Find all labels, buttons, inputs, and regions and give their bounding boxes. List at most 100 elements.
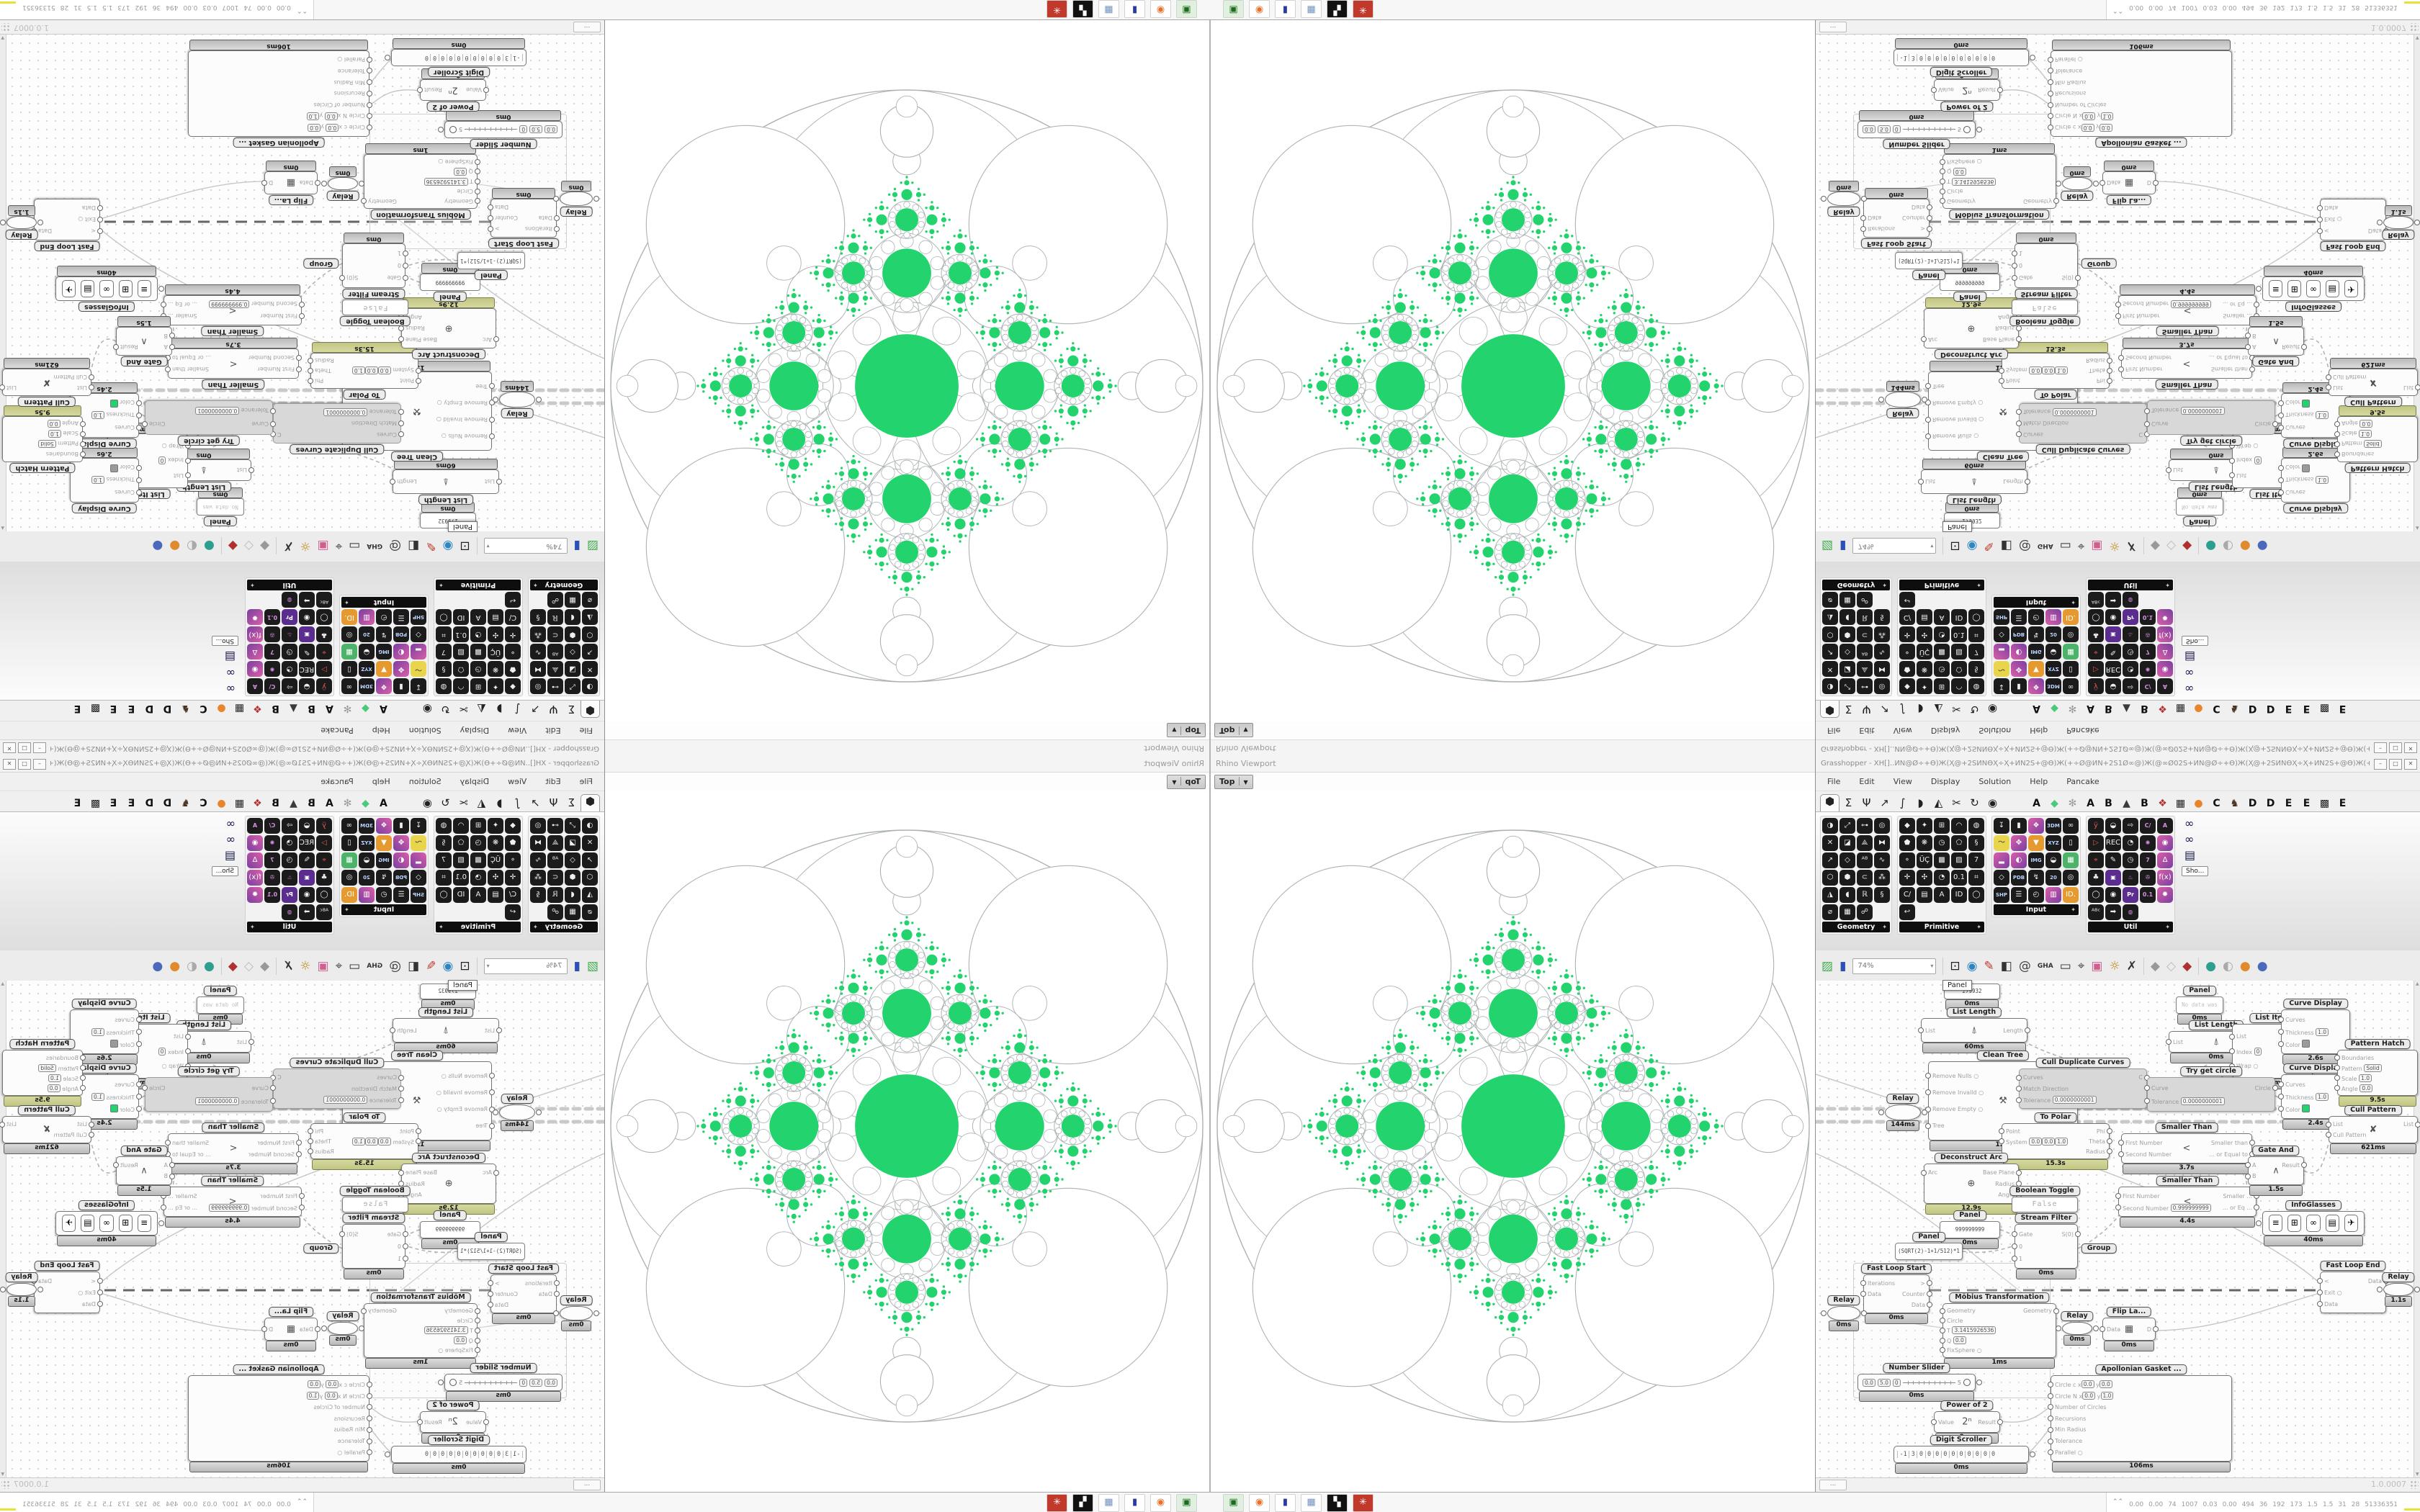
component-icon[interactable]: ◔ [1934, 870, 1950, 886]
show-button[interactable]: Sho... [2182, 866, 2209, 876]
component-icon[interactable]: 7 [436, 644, 452, 660]
component-icon[interactable]: A [470, 887, 486, 903]
component-icon[interactable]: ◎ [2063, 870, 2079, 886]
toolbar-icon[interactable]: ☼ [2109, 539, 2120, 553]
node-label[interactable]: To Polar [343, 390, 386, 400]
category-tab[interactable]: ↻ [1970, 796, 1979, 809]
component-icon[interactable]: ◖ [1839, 887, 1855, 903]
node-label[interactable]: Möbius Transformation [1949, 1292, 2050, 1302]
glasses-icon[interactable]: ∞ [225, 682, 236, 696]
component-icon[interactable]: ⌗ [436, 626, 452, 642]
component-icon[interactable]: ⌗ [1968, 870, 1984, 886]
component-icon[interactable]: ◯ [436, 609, 452, 625]
chevron-up-icon[interactable]: ⌃⌃ [296, 1498, 308, 1506]
toolbar-icon[interactable]: ▮ [573, 959, 581, 973]
component-icon[interactable]: ▷ [316, 661, 332, 677]
node-label[interactable]: Pattern Hatch [2344, 1039, 2411, 1049]
category-tab[interactable]: ↗ [1880, 796, 1889, 809]
component-icon[interactable]: ◍ [2123, 904, 2138, 920]
gh-node[interactable]: Flip La... ▦ Data D 0ms [261, 161, 321, 205]
toolbar-icon[interactable]: ● [152, 959, 163, 973]
node-label[interactable]: List Length [1946, 495, 2002, 505]
menu-item[interactable]: View [1893, 777, 1912, 786]
component-icon[interactable]: ◷ [470, 835, 486, 851]
node-label[interactable]: Try get circle [2180, 1066, 2242, 1076]
gh-node[interactable]: Stream Filter Gate S(0) 0 1 0ms [2012, 1213, 2081, 1279]
gh-node[interactable]: Stream Filter Gate S(0) 0 1 0ms [339, 1213, 408, 1279]
gh-node[interactable]: Panel 999999999 0ms [1940, 1210, 2000, 1249]
plugin-tab[interactable]: ▦ [2175, 703, 2186, 714]
node-label[interactable]: Curve Display [72, 999, 137, 1009]
plugin-tab[interactable]: ❖ [253, 703, 262, 714]
toolbar-icon[interactable]: ✗ [2126, 959, 2137, 973]
gh-node[interactable]: Fast Loop End < Data Exit ○ Data [31, 1261, 103, 1313]
component-icon[interactable]: ⬢ [565, 870, 581, 886]
gh-node[interactable]: Relay 0ms [2056, 166, 2099, 201]
toolbar-icon[interactable]: ◆ [228, 959, 238, 973]
node-label[interactable]: Relay [501, 1094, 534, 1104]
component-icon[interactable]: ✕ [1822, 835, 1838, 851]
gh-node[interactable]: Relay 0ms [553, 1295, 599, 1331]
menu-item[interactable]: Help [2030, 726, 2048, 735]
component-icon[interactable]: ✣ [488, 870, 503, 886]
component-icon[interactable]: PDB [2011, 626, 2027, 642]
gh-node[interactable]: Group [2081, 251, 2117, 269]
gh-node[interactable]: Smaller Than < First Number Smaller than Sec… [165, 1122, 302, 1174]
plugin-tab[interactable]: A [326, 703, 333, 714]
component-icon[interactable]: ↗ [1822, 644, 1838, 660]
component-icon[interactable]: ▣ [299, 870, 315, 886]
component-icon[interactable]: XYZ [359, 835, 375, 851]
viewport-tab-top[interactable]: Top▼ [1214, 723, 1253, 737]
component-icon[interactable]: 〜 [1994, 661, 2009, 677]
node-label[interactable]: Clean Tree [1976, 1050, 2030, 1061]
menu-item[interactable]: View [508, 777, 527, 786]
node-label[interactable]: Stream Filter [2015, 1213, 2078, 1223]
node-label[interactable]: Flip La... [2106, 1307, 2152, 1317]
component-icon[interactable]: ℝ [1857, 887, 1873, 903]
gh-node[interactable]: Cull Duplicate Curves Curves C Match Direct… [2016, 1058, 2150, 1109]
component-icon[interactable]: § [530, 609, 546, 625]
gh-node[interactable]: Curve Display Curves Thickness 1.0 Color 2.6… [2278, 447, 2350, 513]
component-icon[interactable]: ◑ [1822, 818, 1838, 834]
node-label[interactable]: Flip La... [268, 195, 314, 205]
firefox-icon[interactable]: ◉ [1249, 1494, 1270, 1512]
plugin-tab[interactable]: ◆ [2051, 703, 2058, 714]
component-icon[interactable]: ▯ [2063, 661, 2079, 677]
component-icon[interactable]: ✛ [505, 626, 521, 642]
node-label[interactable]: Möbius Transformation [370, 1292, 471, 1302]
toolbar-icon[interactable]: GHA [2037, 963, 2053, 970]
component-icon[interactable]: ◐ [2011, 852, 2027, 868]
component-icon[interactable]: ⌖ [316, 852, 332, 868]
component-icon[interactable]: ⤢ [1839, 818, 1855, 834]
category-tab[interactable]: Σ [1845, 796, 1852, 809]
component-icon[interactable]: § [530, 887, 546, 903]
component-icon[interactable]: ✕ [582, 835, 598, 851]
component-icon[interactable]: ♨ [282, 870, 297, 886]
component-icon[interactable]: ⌀ [582, 592, 598, 608]
plugin-tab[interactable]: D [2248, 703, 2257, 714]
component-icon[interactable]: ♣ [316, 870, 332, 886]
node-label[interactable]: To Polar [2034, 390, 2077, 400]
gh-node[interactable]: Stream Filter Gate S(0) 0 1 0ms [2012, 233, 2081, 299]
node-label[interactable]: Möbius Transformation [370, 210, 471, 220]
component-icon[interactable]: REC [2105, 835, 2121, 851]
node-label[interactable]: Apollonian Gasket ... [233, 1364, 325, 1374]
component-icon[interactable]: ✣ [488, 626, 503, 642]
toolbar-icon[interactable]: ◐ [187, 539, 197, 553]
overflow-button[interactable]: ... [573, 1480, 601, 1490]
plugin-tab[interactable]: E [2339, 798, 2347, 809]
gh-node[interactable]: Panel No data was 0ms [2176, 986, 2223, 1025]
component-icon[interactable]: f(x) [2157, 626, 2173, 642]
maximize-button[interactable]: □ [18, 759, 31, 770]
toolbar-icon[interactable]: ✗ [283, 539, 294, 553]
component-icon[interactable]: ◷ [2123, 644, 2138, 660]
node-label[interactable]: Fast Loop End [34, 1261, 100, 1271]
plugin-tab[interactable]: B [2105, 703, 2112, 714]
toolbar-icon[interactable]: ▣ [317, 959, 329, 973]
component-icon[interactable]: ◔ [2123, 835, 2138, 851]
toolbar-icon[interactable]: ● [2239, 959, 2251, 973]
zoom-select[interactable]: 74% ▾ [1852, 538, 1937, 554]
